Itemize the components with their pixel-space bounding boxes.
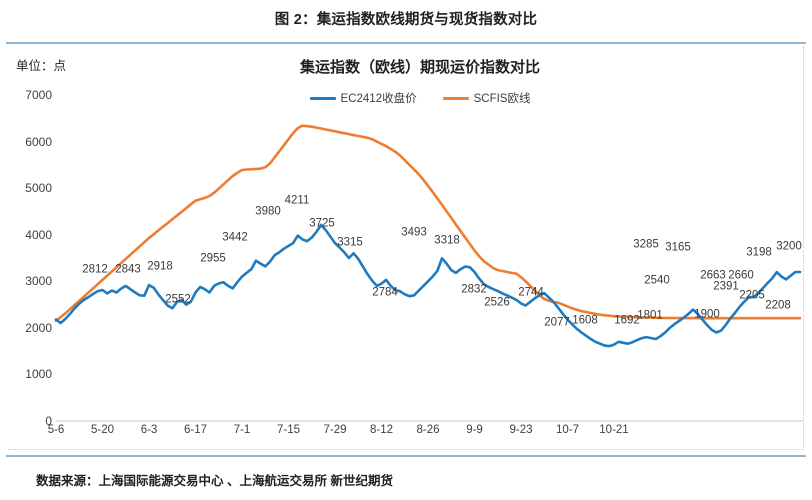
chart-title: 集运指数（欧线）期现运价指数对比 (299, 59, 540, 76)
x-tick-9-9: 9-9 (466, 424, 483, 436)
series-layer (54, 124, 802, 348)
data-label-2660-24: 2660 (728, 269, 754, 282)
data-label-2918-2: 2918 (147, 260, 173, 273)
y-tick-2000: 2000 (25, 320, 52, 335)
data-label-3442-5: 3442 (222, 231, 248, 244)
data-label-2526-14: 2526 (484, 296, 510, 309)
legend-swatch-scfis (442, 96, 469, 100)
y-tick-3000: 3000 (25, 274, 52, 289)
data-label-2208-30: 2208 (765, 299, 791, 312)
data-label-3285-27: 3285 (633, 238, 659, 251)
x-tick-10-21: 10-21 (599, 424, 629, 436)
chart-legend: EC2412收盘价 SCFIS欧线 (120, 90, 720, 106)
x-tick-9-23: 9-23 (509, 424, 533, 436)
legend-item-scfis[interactable]: SCFIS欧线 (442, 90, 531, 106)
x-tick-6-3: 6-3 (140, 424, 158, 436)
x-tick-8-12: 8-12 (369, 424, 394, 436)
data-label-2744-15: 2744 (518, 286, 544, 299)
data-label-2784-10: 2784 (372, 286, 398, 299)
y-tick-7000: 7000 (25, 88, 52, 102)
data-label-2391-21: 2391 (713, 280, 739, 293)
line-scfis (54, 124, 802, 323)
data-label-3198-25: 3198 (746, 246, 772, 259)
data-label-2843-1: 2843 (115, 263, 141, 276)
data-label-2552-3: 2552 (165, 293, 191, 306)
source-note: 数据来源：上海国际能源交易中心 、上海航运交易所 新世纪期货 (36, 474, 393, 488)
y-tick-4000: 4000 (25, 227, 52, 242)
x-tick-10-7: 10-7 (555, 424, 580, 436)
x-tick-6-17: 6-17 (183, 424, 208, 436)
data-label-3318-12: 3318 (434, 234, 460, 247)
unit-label: 单位：点 (16, 59, 67, 73)
divider-top (6, 42, 806, 44)
figure-caption: 图 2：集运指数欧线期货与现货指数对比 (274, 12, 538, 28)
data-label-2812-0: 2812 (82, 263, 108, 276)
data-label-2077-16: 2077 (544, 316, 570, 329)
x-tick-8-26: 8-26 (416, 424, 440, 436)
data-label-1608-17: 1608 (572, 314, 598, 327)
divider-bottom (6, 455, 806, 457)
data-label-1692-18: 1692 (614, 314, 640, 327)
data-label-1801-19: 1801 (637, 309, 663, 322)
y-tick-5000: 5000 (25, 181, 52, 196)
legend-swatch-ec2412 (309, 96, 336, 100)
x-tick-5-6: 5-6 (47, 424, 65, 436)
data-label-2955-4: 2955 (200, 252, 226, 265)
data-label-3200-26: 3200 (776, 240, 802, 253)
y-tick-1000: 1000 (25, 367, 52, 382)
x-tick-7-29: 7-29 (323, 424, 347, 436)
x-tick-7-15: 7-15 (276, 424, 301, 436)
legend-label-scfis: SCFIS欧线 (473, 93, 531, 105)
data-label-1900-20: 1900 (694, 308, 720, 321)
legend-item-ec2412[interactable]: EC2412收盘价 (309, 90, 417, 106)
chart-frame (8, 46, 804, 450)
data-label-2540-29: 2540 (644, 274, 670, 287)
data-label-3725-8: 3725 (309, 217, 335, 230)
x-tick-7-1: 7-1 (233, 424, 251, 436)
data-label-3980-6: 3980 (255, 205, 281, 218)
y-tick-6000: 6000 (25, 134, 52, 149)
data-label-2832-13: 2832 (461, 283, 487, 296)
y-tick-0: 0 (45, 414, 52, 428)
data-label-4211-7: 4211 (284, 194, 310, 207)
data-label-3165-28: 3165 (665, 241, 691, 254)
data-label-3493-11: 3493 (401, 226, 427, 239)
x-tick-5-20: 5-20 (90, 424, 115, 436)
data-label-2205-22: 2205 (739, 289, 765, 302)
legend-label-ec2412: EC2412收盘价 (340, 93, 417, 105)
data-label-3315-9: 3315 (337, 236, 363, 249)
line-ec2412 (54, 223, 802, 348)
data-label-2663-23: 2663 (700, 269, 726, 282)
